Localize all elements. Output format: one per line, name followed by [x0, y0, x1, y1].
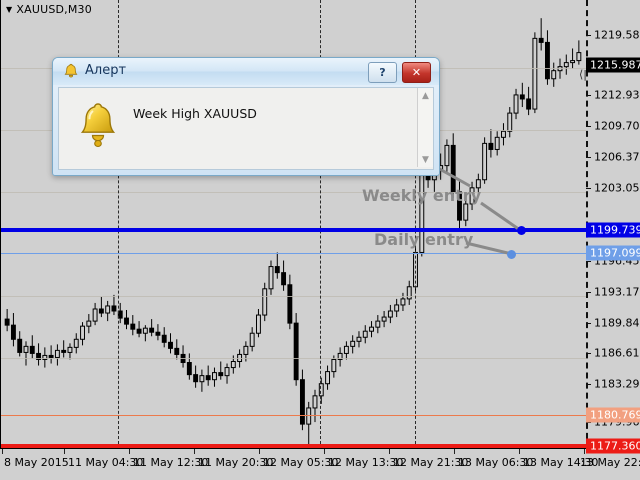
price-tick: [586, 292, 591, 293]
annotation-daily-entry: Daily entry: [374, 230, 474, 249]
time-tick: [584, 449, 585, 454]
price-badge-orange: 1180.769: [586, 407, 640, 423]
triangle-down-icon[interactable]: ▼: [6, 5, 13, 14]
time-label: 11 May 04:30: [68, 456, 144, 469]
price-badge-cur: 1215.987: [586, 57, 640, 73]
time-label: 8 May 2015: [4, 456, 69, 469]
price-badge-daily: 1197.099: [586, 245, 640, 261]
price-label: 1193.170: [594, 285, 640, 299]
chart-symbol-label[interactable]: ▼ XAUUSD,M30: [6, 3, 92, 16]
time-tick: [389, 449, 390, 454]
price-tick: [586, 323, 591, 324]
time-label: 13 May 14:30: [523, 456, 599, 469]
cursor-price-marker: ⟨|: [579, 68, 587, 81]
time-label: 12 May 13:30: [328, 456, 404, 469]
chevron-up-icon[interactable]: ▲: [422, 90, 429, 101]
price-tick: [586, 126, 591, 127]
price-tick: [586, 422, 591, 423]
symbol-text: XAUUSD,M30: [16, 3, 92, 16]
close-button[interactable]: ✕: [402, 62, 431, 83]
price-badge-weekly: 1199.739: [586, 222, 640, 238]
level-line-red[interactable]: [0, 444, 586, 448]
time-tick: [259, 449, 260, 454]
gridline: [0, 296, 586, 297]
gridline-vertical: [118, 0, 119, 449]
price-tick: [586, 157, 591, 158]
price-label: 1209.700: [594, 119, 640, 133]
candlestick-series: [4, 18, 582, 447]
time-label: 13 May 22:30: [580, 456, 640, 469]
alert-body: Week High XAUUSD ▲ ▼: [58, 87, 434, 170]
time-label: 13 May 06:30: [458, 456, 534, 469]
bell-icon: [64, 63, 78, 78]
price-tick: [586, 188, 591, 189]
price-label: 1219.580: [594, 28, 640, 42]
price-label: 1183.290: [594, 377, 640, 391]
alert-dialog[interactable]: Алерт ? ✕ Week High XAUUSD: [52, 57, 440, 176]
price-scale[interactable]: ⟨| 1219.580 1215.987 1212.930 1209.700 1206.…: [579, 0, 640, 460]
plot-left-border: [0, 0, 1, 449]
chevron-down-icon[interactable]: ▼: [422, 154, 429, 165]
price-label: 1206.375: [594, 150, 640, 164]
time-label: 12 May 05:30: [263, 456, 339, 469]
price-badge-red: 1177.360: [586, 438, 640, 454]
help-button[interactable]: ?: [368, 62, 397, 83]
price-label: 1186.615: [594, 346, 640, 360]
price-label: 1203.050: [594, 181, 640, 195]
time-label: 12 May 21:30: [393, 456, 469, 469]
gridline: [0, 192, 586, 193]
time-tick: [324, 449, 325, 454]
time-tick: [2, 449, 3, 454]
alert-title-bar[interactable]: Алерт ? ✕: [53, 58, 439, 85]
time-tick: [129, 449, 130, 454]
anchor-point-daily[interactable]: [507, 250, 516, 259]
alert-title-text: Алерт: [85, 63, 127, 78]
plot-bottom-border: [0, 448, 586, 449]
bell-icon-large: [80, 103, 116, 148]
price-label: 1212.930: [594, 88, 640, 102]
gridline-vertical: [320, 0, 321, 449]
time-tick: [64, 449, 65, 454]
annotation-weekly-entry: Weekly entry: [362, 186, 482, 205]
gridline: [0, 358, 586, 359]
level-line-weekly[interactable]: [0, 228, 586, 232]
time-label: 11 May 12:30: [133, 456, 209, 469]
price-tick: [586, 95, 591, 96]
gridline-vertical: [415, 0, 416, 449]
time-label: 11 May 20:30: [198, 456, 274, 469]
anchor-point-weekly[interactable]: [517, 226, 526, 235]
price-tick: [586, 353, 591, 354]
price-tick: [586, 261, 591, 262]
alert-scrollbar[interactable]: ▲ ▼: [417, 88, 433, 167]
time-scale[interactable]: 8 May 2015 11 May 04:30 11 May 12:30 11 May…: [0, 449, 640, 480]
price-tick: [586, 35, 591, 36]
time-tick: [454, 449, 455, 454]
time-tick: [519, 449, 520, 454]
price-tick: [586, 384, 591, 385]
level-line-daily[interactable]: [0, 253, 586, 254]
alert-message-text: Week High XAUUSD: [133, 106, 257, 121]
price-label: 1189.845: [594, 316, 640, 330]
level-line-orange[interactable]: [0, 415, 586, 416]
time-tick: [194, 449, 195, 454]
